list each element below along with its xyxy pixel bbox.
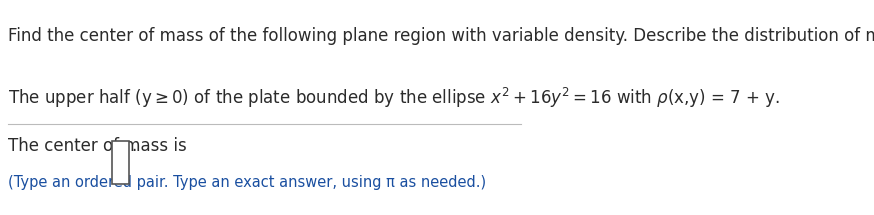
Text: .: . (131, 137, 136, 155)
Text: The upper half (y$\geq$0) of the plate bounded by the ellipse $x^2 + 16y^2 = 16$: The upper half (y$\geq$0) of the plate b… (8, 86, 780, 110)
FancyBboxPatch shape (112, 141, 129, 184)
Text: Find the center of mass of the following plane region with variable density. Des: Find the center of mass of the following… (8, 27, 874, 45)
Text: (Type an ordered pair. Type an exact answer, using π as needed.): (Type an ordered pair. Type an exact ans… (8, 175, 486, 190)
Text: The center of mass is: The center of mass is (8, 137, 192, 155)
